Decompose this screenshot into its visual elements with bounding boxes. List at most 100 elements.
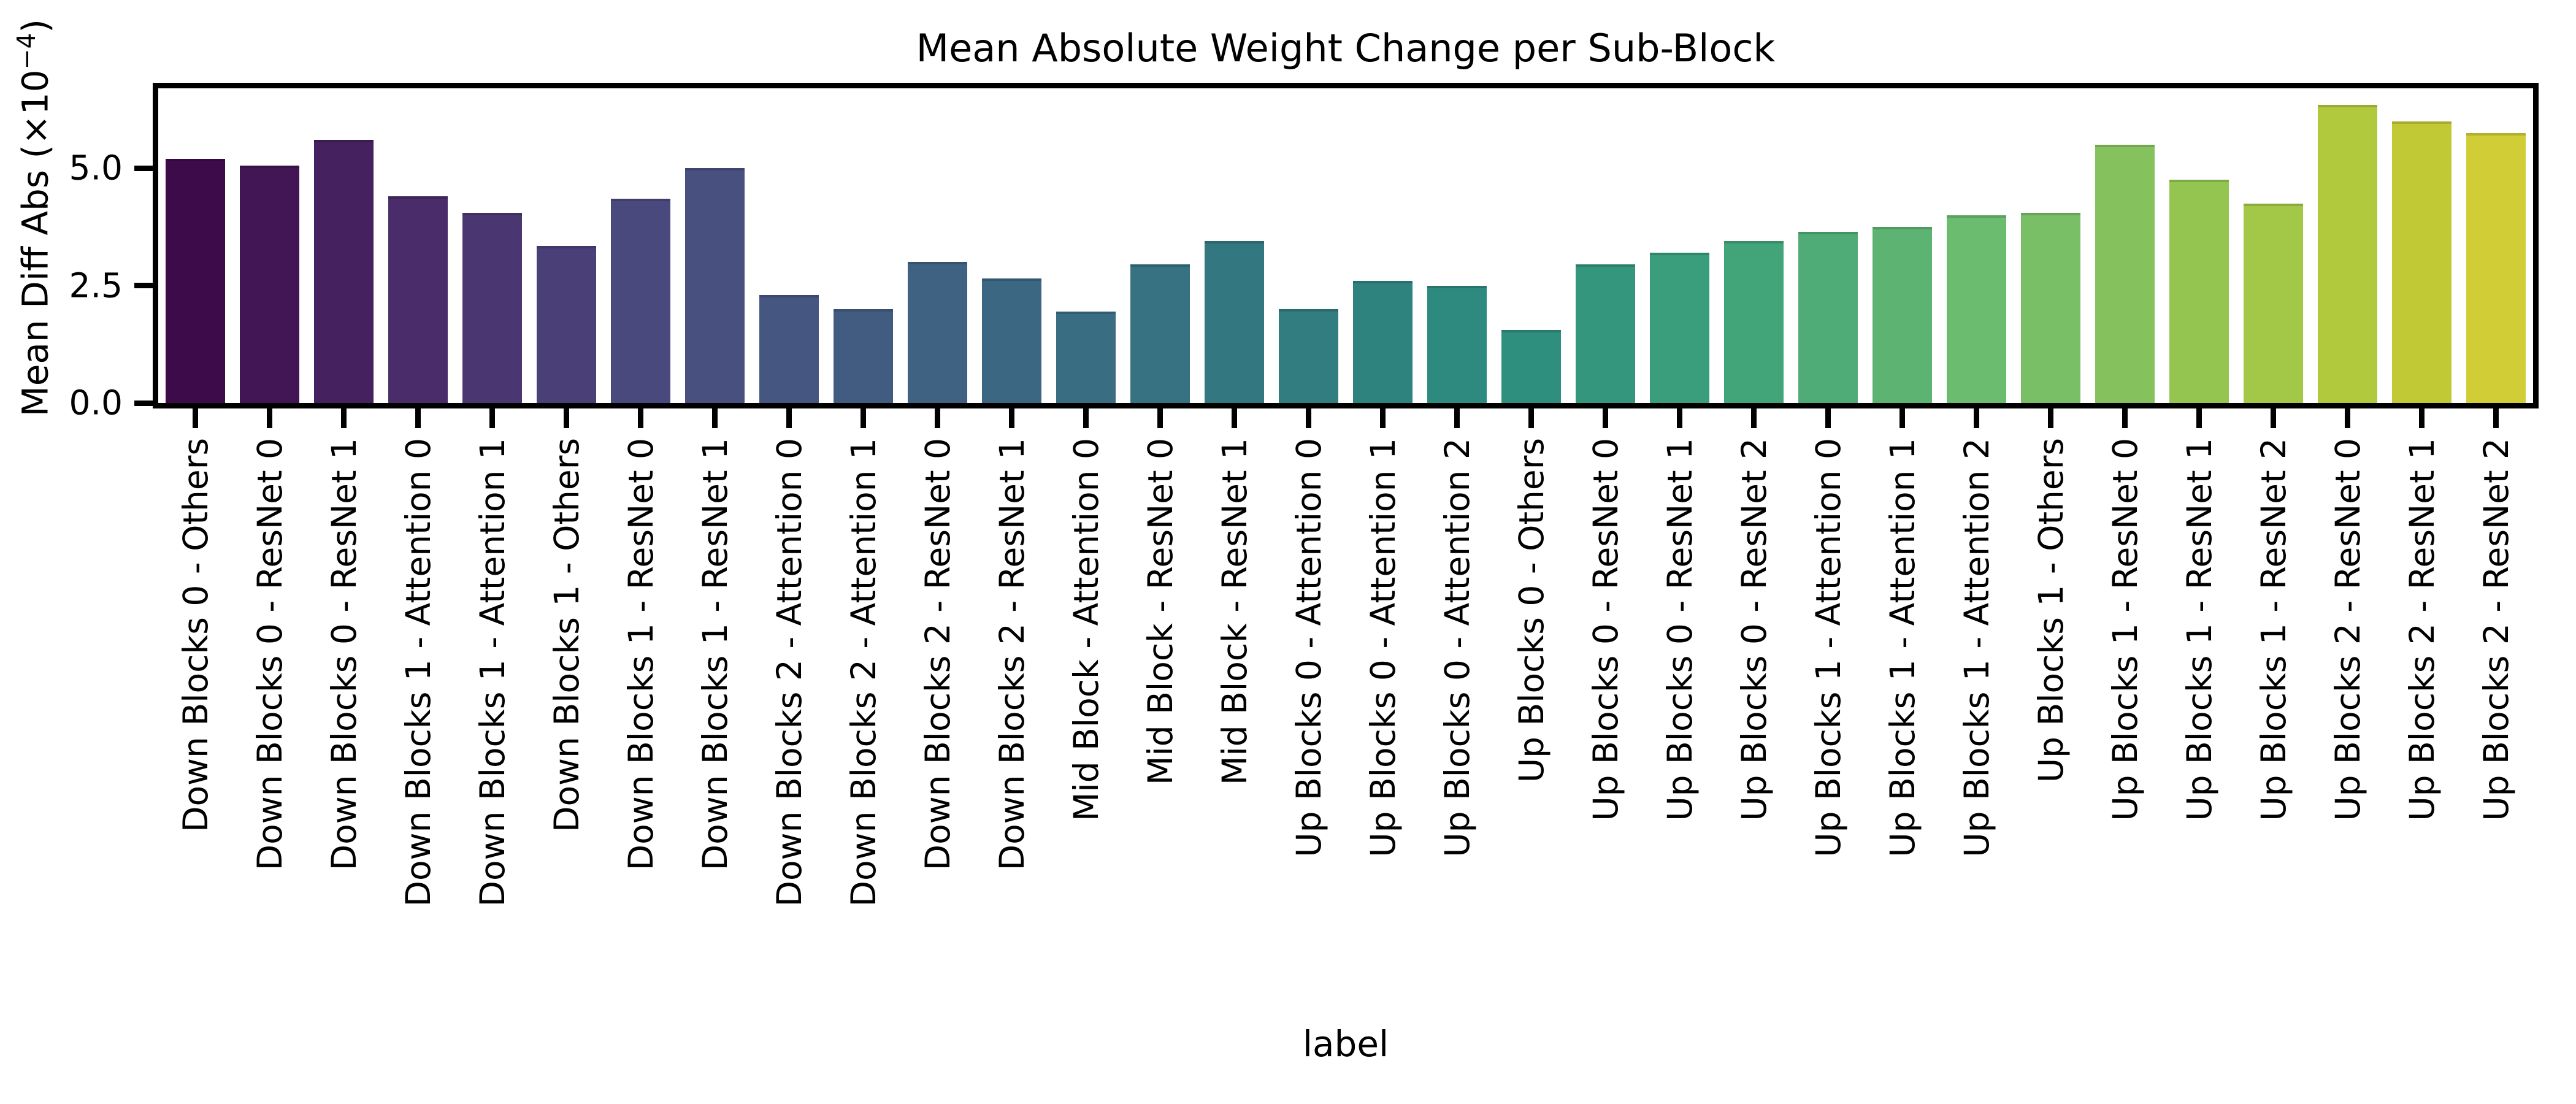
x-tick-cell [975,407,1049,428]
x-tick-cell [2459,407,2533,428]
x-tick-mark [2196,407,2202,428]
x-label-cell: Up Blocks 1 - Attention 2 [1939,438,2014,1021]
bar-5 [537,245,596,403]
x-tick-label: Down Blocks 0 - ResNet 0 [250,438,289,871]
x-label-cell: Up Blocks 1 - ResNet 2 [2236,438,2310,1021]
x-label-cell: Down Blocks 0 - Others [158,438,232,1021]
bar-slot [752,88,826,403]
x-tick-label: Mid Block - ResNet 0 [1140,438,1180,785]
x-tick-label: Up Blocks 0 - ResNet 1 [1660,438,1700,821]
x-tick-label: Up Blocks 2 - ResNet 1 [2402,438,2442,821]
x-label-cell: Down Blocks 1 - Attention 0 [381,438,455,1021]
x-tick-mark [1232,407,1237,428]
x-tick-cell [529,407,604,428]
x-label-cell: Down Blocks 0 - ResNet 1 [307,438,381,1021]
bar-slot [1197,88,1271,403]
x-tick-mark [1825,407,1831,428]
x-tick-label: Up Blocks 1 - ResNet 2 [2253,438,2293,821]
x-tick-cell [1494,407,1568,428]
bar-2 [314,140,374,403]
x-tick-label: Up Blocks 0 - ResNet 2 [1734,438,1774,821]
bar-19 [1576,264,1635,403]
y-tick-mark [134,165,153,171]
bar-7 [685,168,745,403]
y-tick-labels: 0.0 2.5 5.0 [0,88,123,420]
x-tick-cell [2088,407,2162,428]
bar-26 [2095,144,2155,403]
y-tick-label: 0.0 [69,383,123,423]
bar-slot [1123,88,1197,403]
bar-slot [1717,88,1791,403]
bar-slot [232,88,307,403]
x-tick-cell [158,407,232,428]
bar-slot [2014,88,2088,403]
x-label-cell: Up Blocks 0 - ResNet 0 [1568,438,1643,1021]
x-tick-mark [638,407,643,428]
x-tick-label: Down Blocks 1 - Attention 0 [398,438,438,907]
x-label-cell: Up Blocks 1 - Attention 0 [1791,438,1865,1021]
x-tick-mark [1157,407,1163,428]
bar-22 [1798,231,1858,403]
x-label-cell: Up Blocks 1 - Attention 1 [1865,438,1939,1021]
y-axis-label-suffix: ) [14,18,56,33]
x-tick-label: Down Blocks 2 - ResNet 0 [918,438,957,871]
x-label-cell: Mid Block - ResNet 1 [1197,438,1271,1021]
bar-21 [1724,240,1784,403]
bar-14 [1205,240,1264,403]
y-tick-label: 5.0 [69,148,123,188]
bar-slot [1271,88,1346,403]
x-tick-label: Up Blocks 1 - ResNet 0 [2105,438,2145,821]
bar-23 [1873,226,1932,403]
bar-9 [834,309,893,403]
bar-30 [2392,121,2451,403]
x-tick-mark [1677,407,1682,428]
x-label-cell: Up Blocks 1 - Others [2014,438,2088,1021]
bar-slot [529,88,604,403]
x-tick-mark [1009,407,1014,428]
x-tick-mark [1380,407,1386,428]
chart-title: Mean Absolute Weight Change per Sub-Bloc… [916,26,1776,71]
x-tick-mark [1899,407,1905,428]
x-tick-mark [415,407,421,428]
bar-3 [388,196,448,403]
x-tick-cell [1717,407,1791,428]
bar-1 [240,166,299,403]
x-tick-mark [2048,407,2053,428]
bar-slot [678,88,752,403]
x-tick-cell [1346,407,1420,428]
x-label-cell: Up Blocks 0 - Attention 0 [1271,438,1346,1021]
x-tick-label: Down Blocks 0 - ResNet 1 [324,438,364,871]
bar-slot [2385,88,2459,403]
x-label-cell: Up Blocks 1 - ResNet 0 [2088,438,2162,1021]
x-tick-mark [2493,407,2499,428]
y-tick-label: 2.5 [69,266,123,305]
x-tick-mark [341,407,347,428]
x-tick-mark [1974,407,1979,428]
x-tick-cell [752,407,826,428]
x-label-cell: Up Blocks 2 - ResNet 1 [2385,438,2459,1021]
x-tick-label: Up Blocks 0 - Others [1511,438,1551,783]
x-tick-cell [2385,407,2459,428]
x-label-cell: Down Blocks 1 - Others [529,438,604,1021]
bar-8 [759,294,819,403]
x-tick-mark [935,407,940,428]
x-tick-label: Down Blocks 0 - Others [175,438,215,832]
x-tick-mark [193,407,198,428]
bar-18 [1501,330,1561,403]
bar-slot [1420,88,1494,403]
bar-15 [1279,309,1338,403]
x-tick-label: Up Blocks 1 - Attention 2 [1957,438,1996,857]
bar-24 [1947,215,2006,403]
x-tick-label: Up Blocks 1 - ResNet 1 [2179,438,2219,821]
x-tick-mark [861,407,866,428]
x-label-cell: Up Blocks 0 - Attention 2 [1420,438,1494,1021]
bar-slot [1643,88,1717,403]
x-tick-label: Down Blocks 1 - Attention 1 [472,438,512,907]
x-label-cell: Down Blocks 1 - ResNet 0 [604,438,678,1021]
bar-slot [1865,88,1939,403]
x-axis-label: label [1302,1023,1389,1065]
x-tick-cell [2310,407,2385,428]
y-axis-label-exponent: −4 [11,33,41,70]
bar-20 [1650,253,1709,403]
